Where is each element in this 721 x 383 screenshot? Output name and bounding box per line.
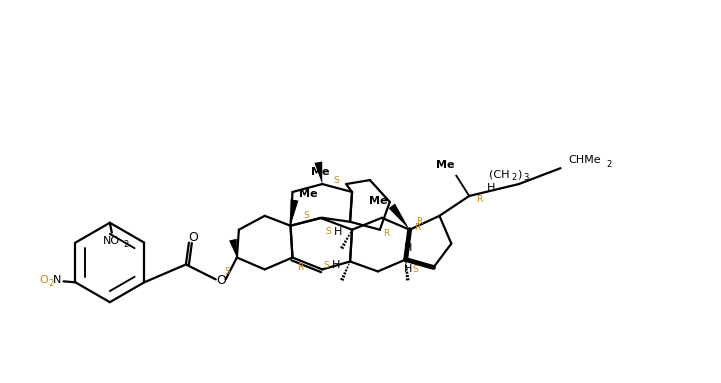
Polygon shape: [229, 239, 237, 257]
Text: S: S: [412, 265, 418, 274]
Polygon shape: [291, 199, 298, 226]
Text: S: S: [304, 211, 309, 220]
Text: Me: Me: [368, 196, 387, 206]
Text: ): ): [517, 169, 521, 179]
Polygon shape: [314, 162, 322, 184]
Text: 3: 3: [523, 173, 528, 182]
Text: N: N: [53, 275, 61, 285]
Text: H: H: [487, 183, 495, 193]
Text: S: S: [324, 261, 329, 270]
Text: O: O: [40, 275, 48, 285]
Text: NO: NO: [103, 236, 120, 246]
Text: S: S: [333, 175, 339, 185]
Text: R: R: [476, 195, 482, 205]
Text: 2: 2: [123, 240, 128, 249]
Text: R: R: [417, 217, 423, 226]
Text: S: S: [325, 227, 331, 236]
Text: H: H: [334, 227, 342, 237]
Text: Me: Me: [311, 167, 329, 177]
Text: CHMe: CHMe: [568, 155, 601, 165]
Text: H: H: [332, 260, 340, 270]
Text: R: R: [383, 229, 389, 238]
Text: 2: 2: [606, 160, 611, 169]
Text: R: R: [415, 223, 421, 232]
Text: Me: Me: [436, 160, 455, 170]
Text: H: H: [404, 242, 412, 253]
Text: 2: 2: [511, 173, 516, 182]
Text: 2: 2: [48, 279, 53, 288]
Text: S: S: [224, 267, 230, 276]
Text: R: R: [297, 263, 304, 272]
Text: H: H: [404, 264, 412, 275]
Text: O: O: [188, 231, 198, 244]
Text: O: O: [217, 274, 226, 287]
Text: Me: Me: [299, 189, 318, 199]
Polygon shape: [389, 203, 410, 230]
Text: (CH: (CH: [489, 169, 510, 179]
